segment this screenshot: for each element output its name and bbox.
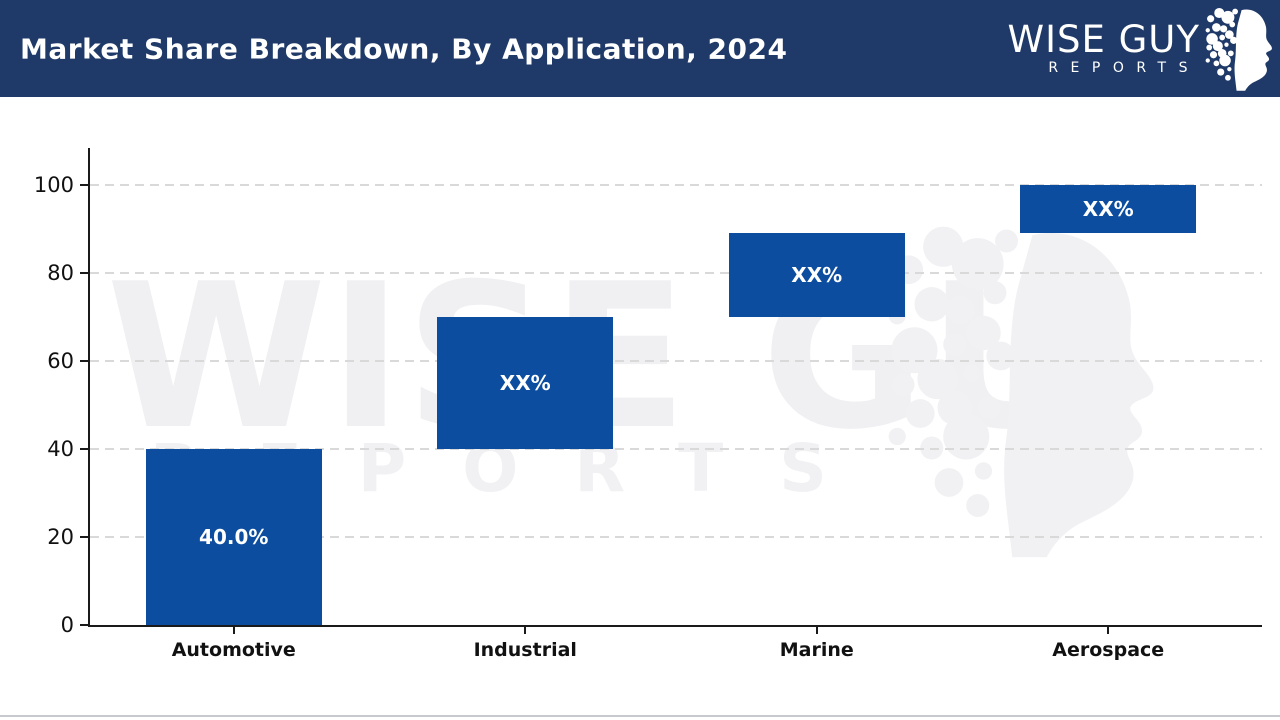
page-title: Market Share Breakdown, By Application, … (20, 32, 788, 65)
x-tick (815, 627, 818, 634)
x-axis-label-industrial: Industrial (473, 639, 577, 661)
gridline (90, 184, 1262, 186)
logo-text: WISE GUY REPORTS (1007, 18, 1200, 76)
header-bar: Market Share Breakdown, By Application, … (0, 0, 1280, 97)
x-axis-label-marine: Marine (779, 639, 854, 661)
bar-value-label: XX% (791, 263, 843, 288)
y-tick-label: 60 (47, 349, 74, 373)
x-axis-label-automotive: Automotive (171, 639, 296, 661)
y-tick-label: 40 (47, 437, 74, 461)
x-tick (524, 627, 527, 634)
bottom-divider (0, 715, 1280, 717)
y-tick (80, 536, 88, 538)
wise-guy-logo: WISE GUY REPORTS (1008, 2, 1274, 95)
bar-marine: XX% (728, 233, 905, 317)
y-tick (80, 272, 88, 274)
bar-value-label: XX% (499, 371, 551, 395)
bar-automotive: 40.0% (145, 449, 322, 625)
bar-industrial: XX% (437, 317, 614, 449)
y-tick (80, 184, 88, 186)
gridline (90, 360, 1262, 362)
x-tick (232, 627, 235, 634)
y-tick-label: 80 (47, 261, 74, 285)
y-tick (80, 624, 88, 626)
watermark-head-icon (872, 218, 1164, 563)
y-axis-line (88, 148, 90, 627)
x-axis-line (88, 625, 1262, 627)
gridline (90, 536, 1262, 538)
logo-subtext: REPORTS (1048, 59, 1200, 76)
y-tick-label: 20 (47, 525, 74, 549)
y-tick-label: 100 (33, 173, 74, 197)
y-tick (80, 448, 88, 450)
bar-value-label: XX% (1082, 197, 1134, 222)
y-tick (80, 360, 88, 362)
gridline (90, 448, 1262, 450)
logo-wordmark: WISE GUY (1007, 18, 1200, 62)
y-tick-label: 0 (60, 613, 74, 637)
x-axis-label-aerospace: Aerospace (1052, 639, 1165, 661)
bar-value-label: 40.0% (199, 525, 269, 549)
gridline (90, 272, 1262, 274)
wise-guy-head-icon (1202, 5, 1274, 93)
x-tick (1107, 627, 1110, 634)
bar-aerospace: XX% (1020, 185, 1197, 234)
